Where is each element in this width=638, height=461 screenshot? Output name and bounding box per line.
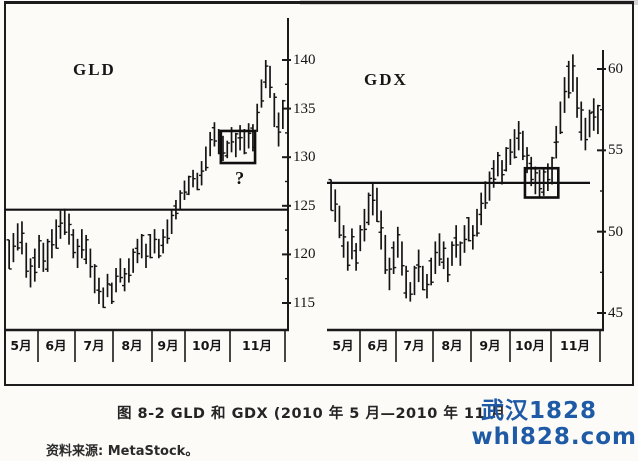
x-axis-month-label: 8月: [441, 338, 463, 353]
x-axis-month-label: 10月: [192, 338, 222, 353]
y-axis-tick-label: 45: [608, 305, 623, 321]
figure-frame: [4, 1, 634, 386]
gdx-annotation-box: [523, 166, 560, 199]
x-axis-month-label: 6月: [45, 338, 67, 353]
gdx-chart-title: GDX: [364, 70, 408, 89]
x-axis-month-label: 9月: [157, 338, 179, 353]
x-axis-month-label: 7月: [83, 338, 105, 353]
x-axis-month-label: 5月: [10, 338, 32, 353]
y-axis-tick-label: 130: [293, 149, 316, 166]
x-axis-month-label: 9月: [479, 338, 501, 353]
x-axis-month-label: 11月: [242, 338, 272, 353]
y-axis-tick-label: 55: [608, 142, 623, 159]
y-axis-tick-label: 140: [293, 52, 316, 68]
watermark-text-line1: 武汉1828: [480, 398, 597, 424]
gld-chart-title: GLD: [73, 60, 116, 79]
y-axis-tick-label: 120: [293, 246, 316, 263]
figure-caption: 图 8-2 GLD 和 GDX (2010 年 5 月—2010 年 11 月: [117, 406, 506, 422]
y-axis-tick-label: 60: [608, 61, 623, 77]
question-mark-annotation: ?: [235, 167, 245, 188]
source-credit: 资料来源: MetaStock。: [46, 444, 199, 459]
y-axis-tick-label: 115: [293, 295, 315, 311]
x-axis-month-label: 8月: [121, 338, 143, 353]
watermark-text-line2: whl828.com: [471, 424, 637, 450]
gld-annotation-box: [219, 129, 257, 165]
x-axis-month-label: 11月: [560, 338, 590, 353]
x-axis-month-label: 6月: [367, 338, 389, 353]
x-axis-month-label: 7月: [403, 338, 425, 353]
x-axis-month-label: 10月: [515, 338, 545, 353]
x-axis-month-label: 5月: [332, 338, 354, 353]
y-axis-tick-label: 135: [293, 100, 316, 117]
y-axis-tick-label: 125: [293, 197, 316, 214]
y-axis-tick-label: 50: [608, 223, 623, 240]
